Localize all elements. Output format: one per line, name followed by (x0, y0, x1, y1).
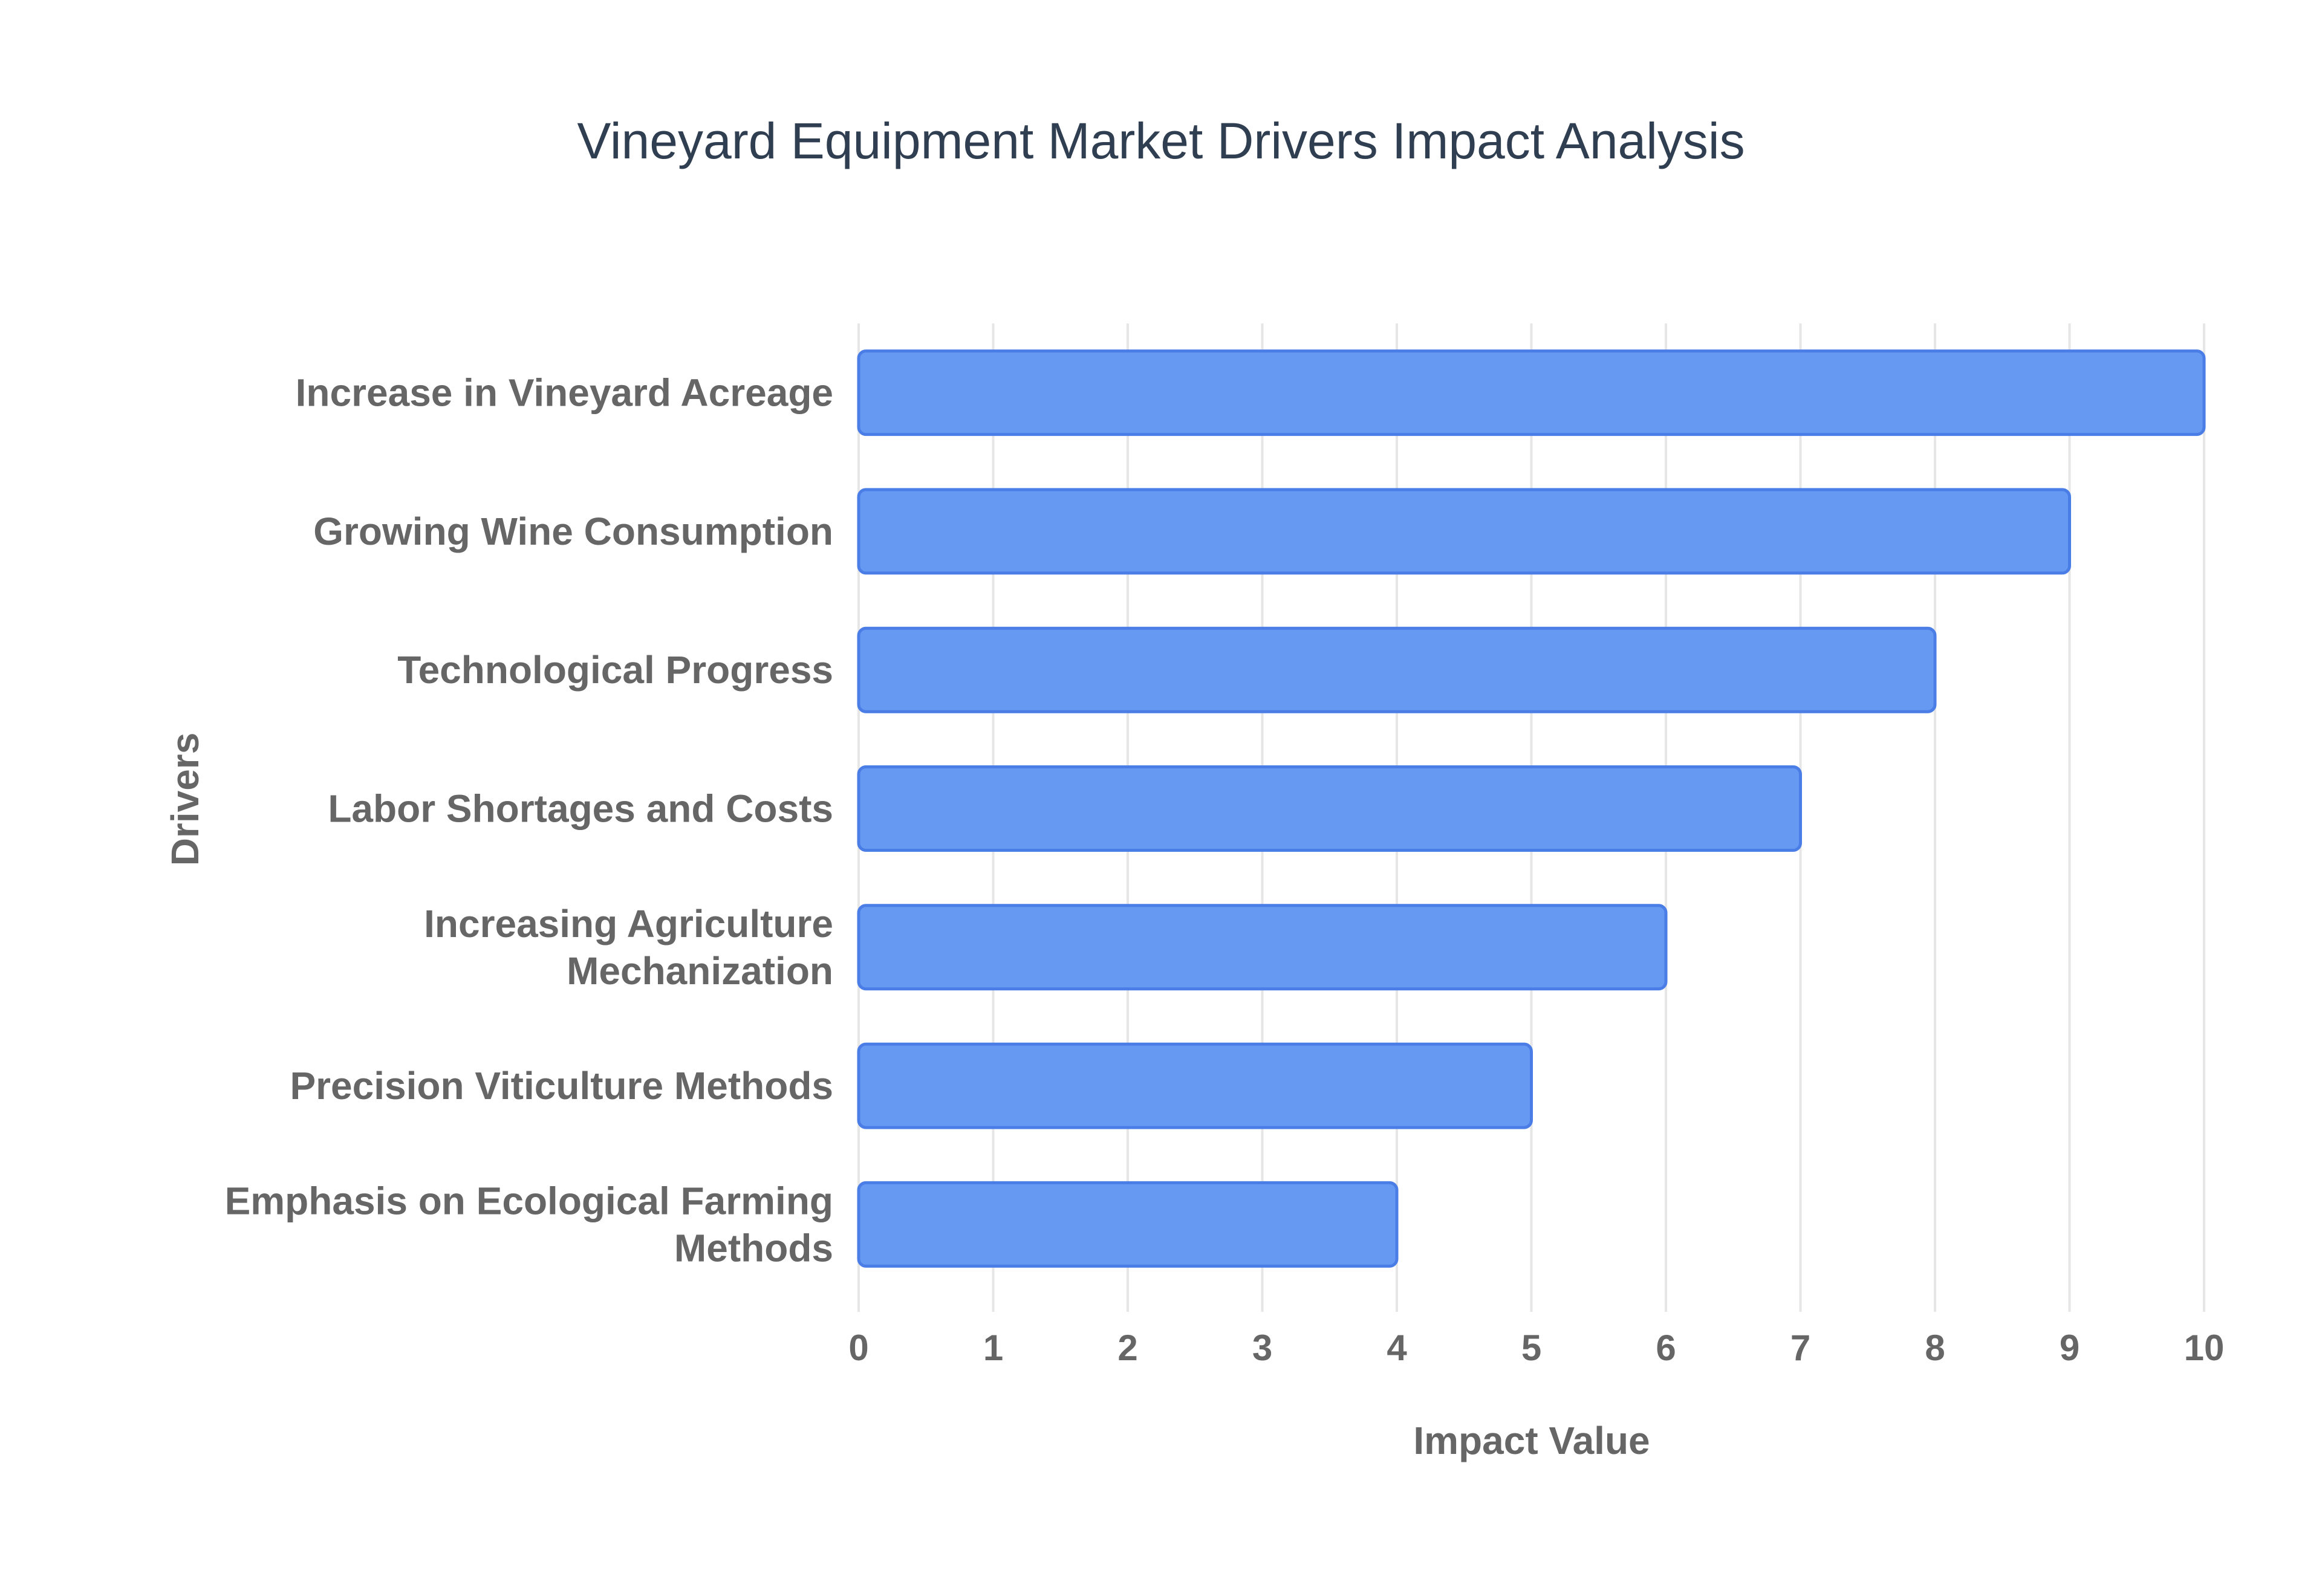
bars (857, 349, 2206, 1268)
x-tick-label: 5 (1521, 1328, 1541, 1368)
x-tick-label: 7 (1790, 1328, 1810, 1368)
category-label: Increasing Agriculture (424, 902, 833, 946)
x-tick-label: 9 (2060, 1328, 2080, 1368)
category-label: Increase in Vineyard Acreage (296, 371, 833, 415)
bar (857, 349, 2206, 436)
bar (857, 488, 2071, 575)
x-axis-title: Impact Value (1413, 1419, 1650, 1462)
category-label: Technological Progress (397, 648, 833, 692)
x-tick-label: 4 (1387, 1328, 1407, 1368)
category-label: Emphasis on Ecological Farming (225, 1179, 833, 1222)
category-label: Precision Viticulture Methods (290, 1064, 833, 1108)
x-tick-label: 10 (2184, 1328, 2225, 1368)
x-tick-label: 2 (1117, 1328, 1137, 1368)
x-tick-label: 6 (1656, 1328, 1676, 1368)
bar (857, 1181, 1399, 1268)
bar (857, 1042, 1533, 1129)
bar (857, 626, 1937, 713)
category-label: Growing Wine Consumption (313, 510, 833, 553)
x-tick-label: 3 (1252, 1328, 1272, 1368)
category-label: Labor Shortages and Costs (328, 787, 833, 831)
category-labels: Increase in Vineyard Acreage Growing Wine… (225, 371, 833, 1270)
x-tick-label: 0 (848, 1328, 868, 1368)
bar (857, 765, 1802, 852)
y-axis-title: Drivers (163, 733, 207, 866)
category-label: Methods (674, 1226, 833, 1270)
x-tick-label: 1 (983, 1328, 1003, 1368)
x-tick-label: 8 (1925, 1328, 1945, 1368)
x-tick-labels: 0 1 2 3 4 5 6 7 8 9 10 (848, 1328, 2224, 1368)
chart-title: Vineyard Equipment Market Drivers Impact… (577, 112, 1745, 169)
bar (857, 904, 1668, 991)
category-label: Mechanization (567, 949, 833, 993)
